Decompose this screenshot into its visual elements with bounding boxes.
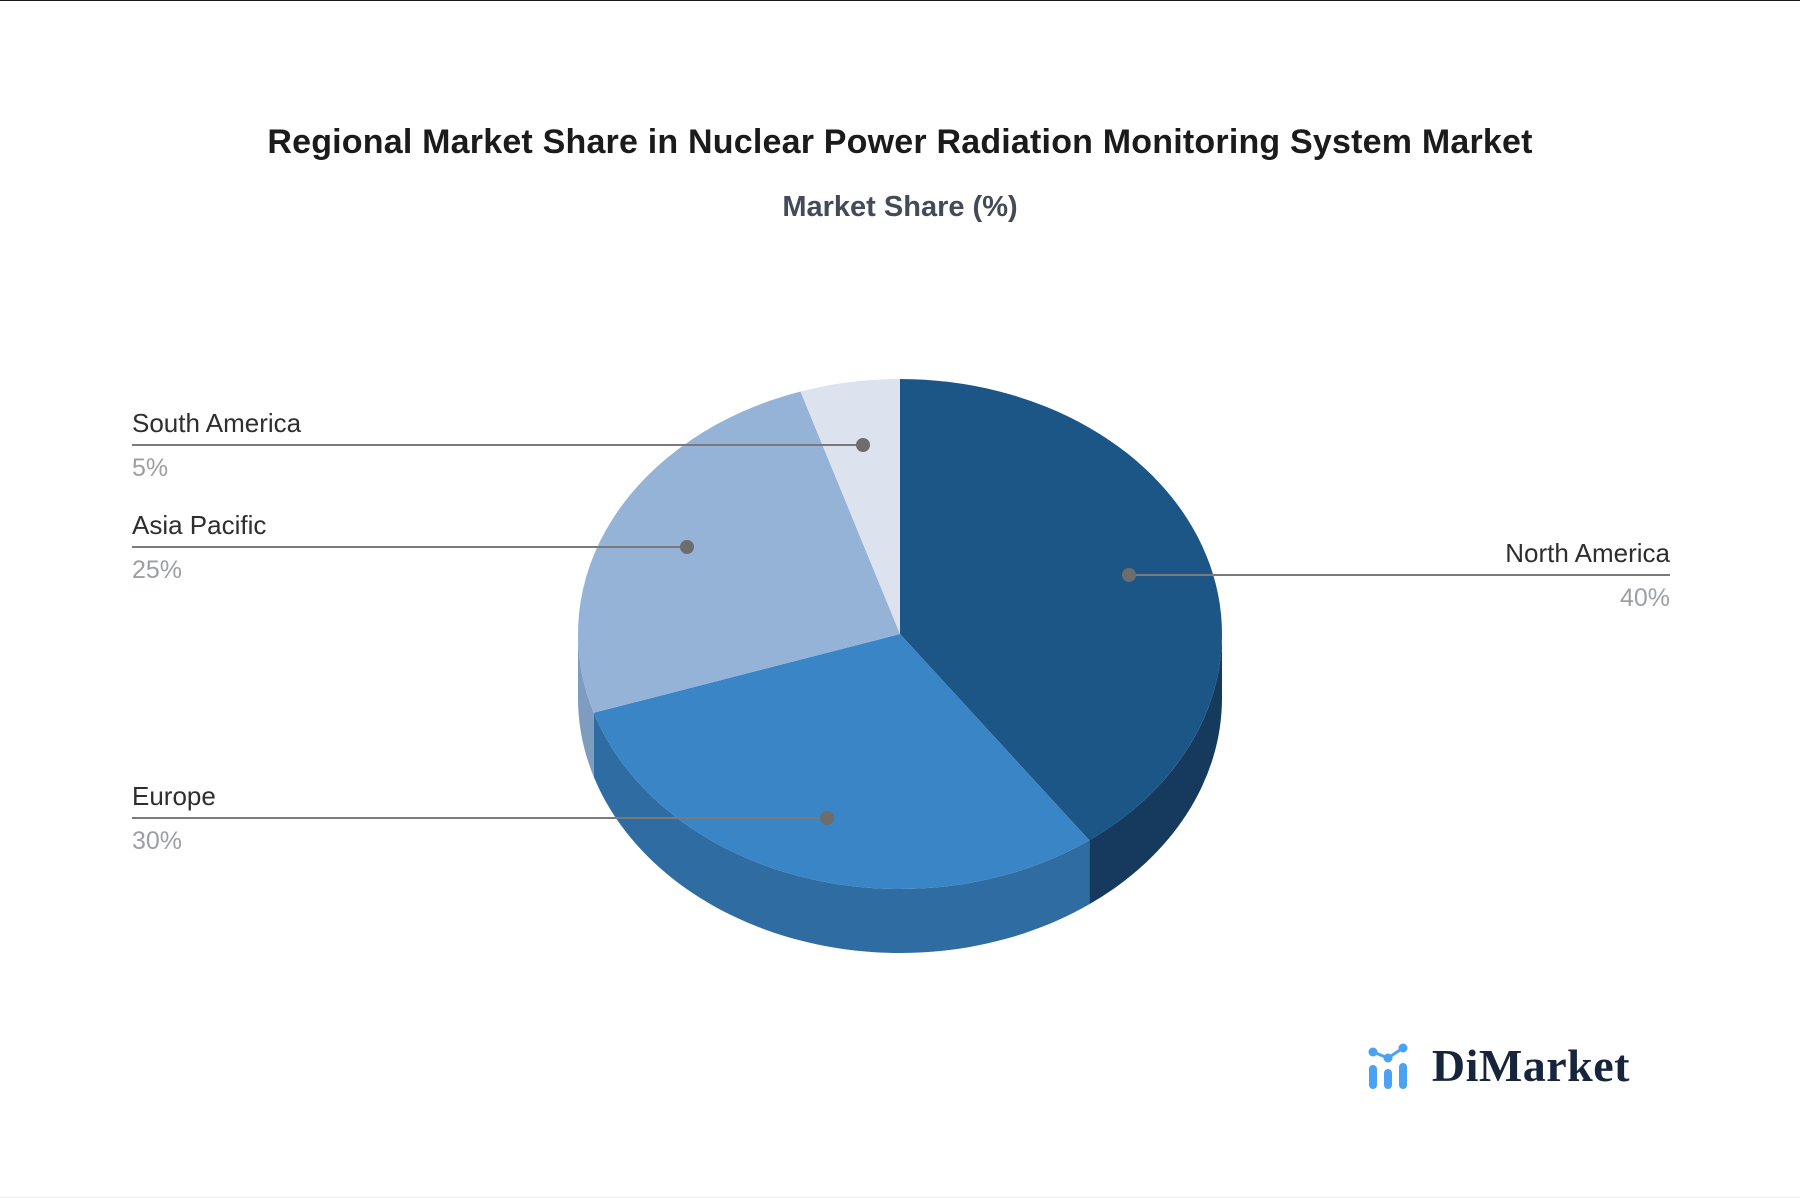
dimarket-logo: DiMarket (1367, 1041, 1630, 1091)
pie-slice-side-europe (593, 712, 1090, 954)
chart-subtitle: Market Share (%) (782, 191, 1018, 223)
bar-line-chart-logo-icon (1368, 1043, 1408, 1089)
slice-label-percent: 40% (1619, 584, 1670, 612)
slice-label-percent: 30% (132, 827, 183, 855)
pie-slice-asia-pacific (578, 391, 900, 713)
logo-text: DiMarket (1431, 1040, 1630, 1091)
slice-label-name: South America (132, 408, 302, 438)
leader-dot-south-america (856, 438, 870, 452)
slice-label-europe: Europe 30% (132, 780, 216, 856)
slice-label-name: Asia Pacific (132, 510, 267, 540)
slice-label-name: North America (1505, 538, 1670, 568)
slice-label-asia-pacific: Asia Pacific 25% (132, 509, 266, 585)
slice-label-percent: 25% (132, 556, 183, 584)
pie-slice-north-america (900, 379, 1223, 841)
slice-label-name: Europe (132, 781, 216, 811)
slice-label-north-america: North America 40% (1505, 537, 1670, 613)
chart-title: Regional Market Share in Nuclear Power R… (267, 123, 1533, 161)
leader-dot-north-america (1122, 568, 1136, 582)
pie-slice-south-america (800, 379, 900, 634)
pie-slice-side-north-america (1089, 634, 1222, 905)
slice-label-south-america: South America 5% (132, 407, 301, 483)
leader-dot-europe (820, 811, 834, 825)
leader-dot-asia-pacific (680, 540, 694, 554)
pie-slice-side-asia-pacific (578, 634, 594, 777)
pie-slice-europe (593, 634, 1090, 890)
slice-label-percent: 5% (132, 454, 169, 482)
